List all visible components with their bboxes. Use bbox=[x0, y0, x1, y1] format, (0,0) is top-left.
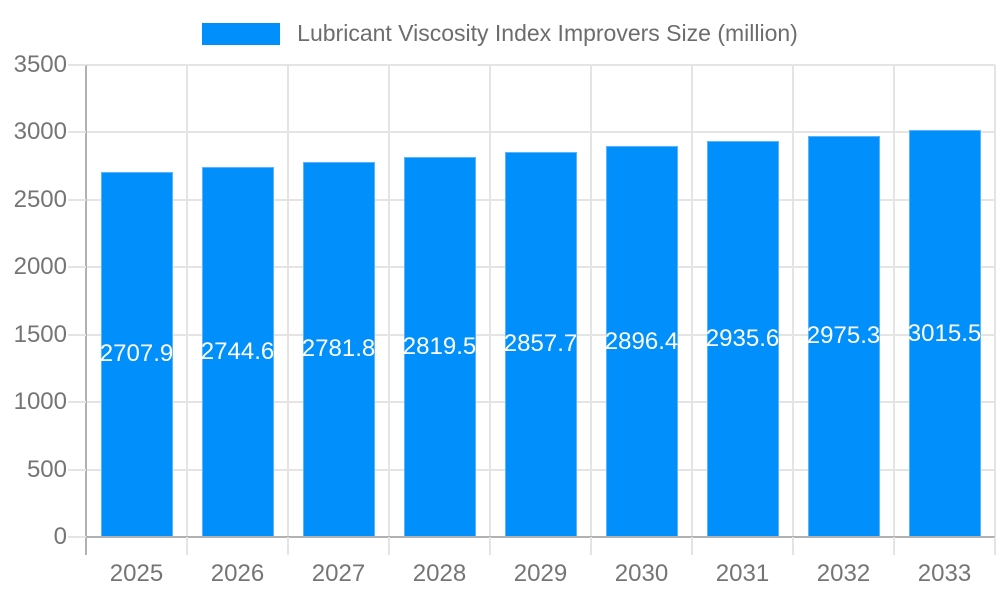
legend-item[interactable]: Lubricant Viscosity Index Improvers Size… bbox=[0, 22, 1000, 45]
x-tick-label: 2025 bbox=[109, 560, 164, 587]
bar-2030[interactable] bbox=[605, 146, 678, 537]
y-tick-label: 1000 bbox=[13, 388, 67, 416]
x-axis-tick bbox=[893, 537, 895, 555]
y-tick-label: 0 bbox=[53, 523, 67, 550]
y-tick-label: 2500 bbox=[13, 185, 67, 213]
bar-2027[interactable] bbox=[302, 161, 375, 537]
x-axis-tick bbox=[590, 537, 592, 555]
y-axis-line bbox=[85, 65, 87, 555]
x-axis-tick bbox=[994, 537, 996, 555]
bar-2029[interactable] bbox=[504, 151, 577, 537]
bar-2033[interactable] bbox=[908, 130, 981, 537]
y-tick-label: 500 bbox=[26, 455, 67, 483]
x-tick-label: 2030 bbox=[614, 560, 669, 587]
x-axis-tick bbox=[792, 537, 794, 555]
y-tick-label: 2000 bbox=[13, 253, 67, 281]
x-axis-line bbox=[84, 536, 995, 538]
y-axis-tick bbox=[68, 64, 86, 66]
bar-2028[interactable] bbox=[403, 156, 476, 537]
v-gridline bbox=[792, 65, 794, 537]
plot-area: 2707.9 2744.6 2781.8 2819.5 2857.7 2896.4 2935… bbox=[86, 64, 996, 537]
bar-2031[interactable] bbox=[706, 141, 779, 537]
y-axis-tick bbox=[68, 333, 86, 336]
x-tick-label: 2026 bbox=[210, 560, 265, 587]
x-tick-label: 2027 bbox=[311, 560, 366, 587]
v-gridline bbox=[287, 65, 289, 537]
x-axis-tick bbox=[287, 537, 289, 555]
x-axis-tick bbox=[489, 537, 491, 555]
bar-2032[interactable] bbox=[807, 135, 880, 537]
v-gridline bbox=[489, 65, 491, 537]
legend-swatch bbox=[202, 22, 281, 45]
x-axis-tick bbox=[388, 537, 390, 555]
y-tick-label: 3000 bbox=[13, 118, 67, 146]
h-gridline bbox=[86, 131, 995, 134]
legend-label: Lubricant Viscosity Index Improvers Size… bbox=[297, 20, 798, 46]
x-tick-label: 2028 bbox=[412, 560, 467, 587]
v-gridline bbox=[893, 65, 895, 537]
y-axis-tick bbox=[68, 536, 86, 538]
bar-2026[interactable] bbox=[201, 166, 274, 537]
y-axis-tick bbox=[68, 198, 86, 201]
bar-2025[interactable] bbox=[100, 171, 173, 537]
x-axis-tick bbox=[186, 537, 188, 555]
v-gridline bbox=[691, 65, 693, 537]
x-axis-tick bbox=[691, 537, 693, 555]
x-tick-label: 2032 bbox=[816, 560, 871, 587]
v-gridline bbox=[388, 65, 390, 537]
x-tick-label: 2033 bbox=[917, 560, 972, 587]
y-tick-label: 1500 bbox=[13, 320, 67, 348]
v-gridline bbox=[590, 65, 592, 537]
y-axis-tick bbox=[68, 401, 86, 404]
x-tick-label: 2031 bbox=[715, 560, 770, 587]
v-gridline bbox=[186, 65, 188, 537]
v-gridline bbox=[994, 65, 996, 537]
x-tick-label: 2029 bbox=[513, 560, 568, 587]
y-tick-label: 3500 bbox=[13, 51, 67, 78]
y-axis-tick bbox=[68, 131, 86, 134]
y-axis-tick bbox=[68, 266, 86, 269]
h-gridline bbox=[86, 64, 995, 66]
y-axis-tick bbox=[68, 468, 86, 471]
